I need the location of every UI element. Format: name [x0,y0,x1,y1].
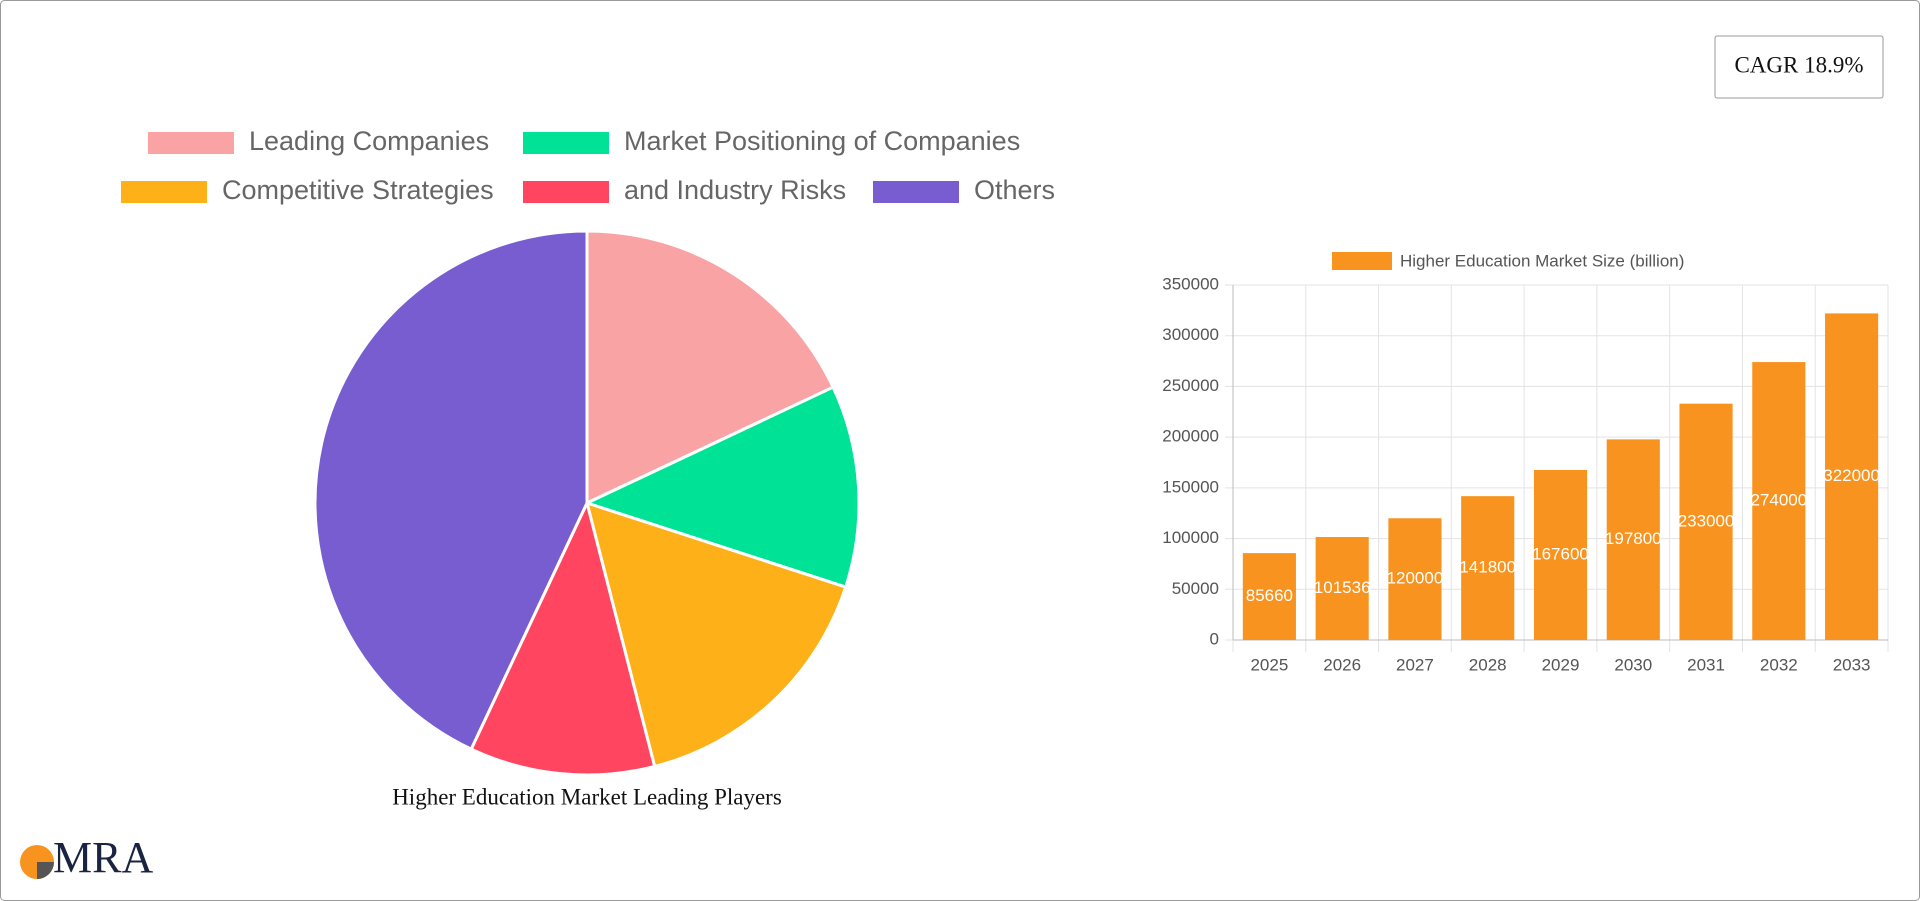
legend-swatch [523,181,609,203]
bar-value-label: 141800 [1459,558,1516,577]
bar-value-label: 322000 [1823,466,1880,485]
pie-slice [584,500,848,769]
bar [1825,313,1879,640]
legend-swatch [873,181,959,203]
bar-value-label: 101536 [1314,578,1371,597]
legend-label: Competitive Strategies [222,175,494,205]
legend-label: Higher Education Market Size (billion) [1400,251,1684,270]
y-tick-label: 100000 [1162,528,1219,547]
logo: MRA [20,833,153,882]
y-tick-label: 0 [1210,629,1219,648]
y-tick-label: 200000 [1162,427,1219,446]
bar-value-label: 274000 [1750,491,1807,510]
bar-value-label: 167600 [1532,544,1589,563]
legend-label: Market Positioning of Companies [624,126,1020,156]
x-tick-label: 2033 [1833,655,1871,674]
pie-slice [585,229,836,506]
x-tick-label: 2025 [1250,655,1288,674]
x-tick-label: 2026 [1323,655,1361,674]
x-tick-label: 2028 [1469,655,1507,674]
pie-slice [469,498,657,777]
bar-value-label: 197800 [1605,529,1662,548]
y-tick-label: 150000 [1162,477,1219,496]
bar [1315,537,1369,640]
x-tick-label: 2032 [1760,655,1798,674]
bar-value-label: 120000 [1387,569,1444,588]
pie-slice [313,229,589,752]
bar [1461,496,1515,640]
x-tick-label: 2029 [1542,655,1580,674]
y-tick-label: 250000 [1162,376,1219,395]
x-tick-label: 2027 [1396,655,1434,674]
bar [1679,403,1733,640]
legend-label: Others [974,175,1055,205]
bar-value-label: 233000 [1678,511,1735,530]
bar [1752,362,1806,640]
legend-swatch [121,181,207,203]
bar [1606,439,1660,640]
cagr-box [1714,35,1884,99]
y-tick-label: 300000 [1162,325,1219,344]
y-tick-label: 50000 [1172,579,1219,598]
logo-icon-part [37,862,54,879]
cagr-label: CAGR 18.9% [1734,52,1863,77]
legend-label: and Industry Risks [624,175,846,205]
legend-swatch [1332,252,1392,270]
logo-text: MRA [53,833,153,882]
x-tick-label: 2031 [1687,655,1725,674]
pie-title: Higher Education Market Leading Players [392,784,782,809]
x-tick-label: 2030 [1614,655,1652,674]
legend-swatch [148,132,234,154]
bar [1388,518,1442,640]
legend-label: Leading Companies [249,126,489,156]
y-tick-label: 350000 [1162,274,1219,293]
pie-slice [582,385,861,589]
legend-swatch [523,132,609,154]
bar-value-label: 85660 [1246,586,1293,605]
bar [1533,470,1588,640]
bar [1242,553,1296,640]
